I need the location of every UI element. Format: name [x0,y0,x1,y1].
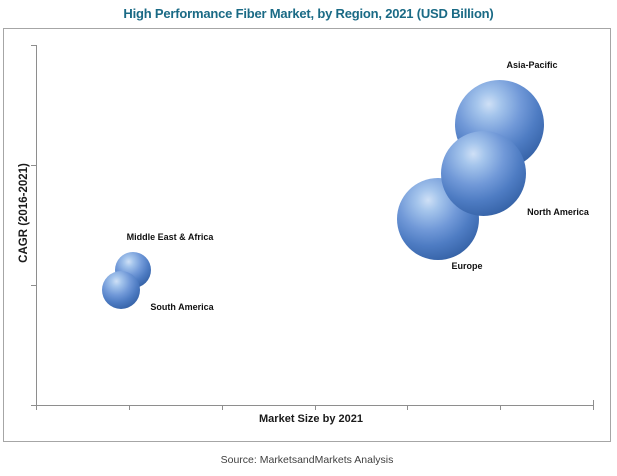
chart-title: High Performance Fiber Market, by Region… [123,6,494,21]
x-axis-tick [315,405,316,410]
y-axis-tick [31,45,36,46]
bubble-label-europe: Europe [451,261,483,271]
y-axis-tick [31,405,36,406]
bubble-label-asia-pacific: Asia-Pacific [506,60,558,70]
x-axis-tick [36,405,37,410]
x-axis-tick [500,405,501,410]
bubble-south-america [102,271,141,310]
bubble-label-middle-east-africa: Middle East & Africa [126,232,214,242]
bubble-label-south-america: South America [150,302,214,312]
bubble-north-america [441,131,527,217]
y-axis-tick [31,285,36,286]
y-axis-tick [31,165,36,166]
y-axis-line [36,45,37,406]
bubble-label-north-america: North America [527,207,589,217]
x-axis-title: Market Size by 2021 [259,413,363,425]
x-axis-tick [407,405,408,410]
x-axis-tick [593,400,594,410]
x-axis-tick [222,405,223,410]
y-axis-title: CAGR (2016-2021) [18,163,30,263]
source-attribution: Source: MarketsandMarkets Analysis [220,454,394,466]
x-axis-tick [129,405,130,410]
